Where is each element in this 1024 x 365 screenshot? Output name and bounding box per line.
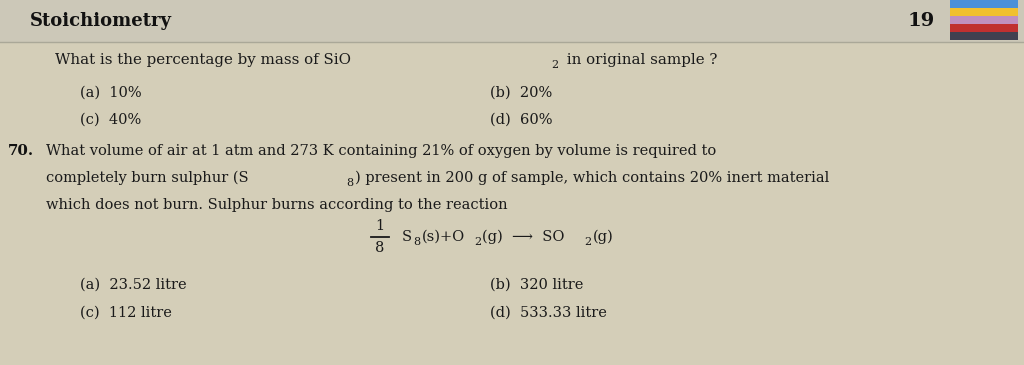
Text: which does not burn. Sulphur burns according to the reaction: which does not burn. Sulphur burns accor… [46, 198, 508, 212]
FancyBboxPatch shape [950, 32, 1018, 40]
Text: What volume of air at 1 atm and 273 K containing 21% of oxygen by volume is requ: What volume of air at 1 atm and 273 K co… [46, 144, 716, 158]
Text: (a)  10%: (a) 10% [80, 86, 141, 100]
Text: 19: 19 [908, 12, 935, 30]
Text: 2: 2 [474, 237, 481, 247]
Text: (c)  40%: (c) 40% [80, 113, 141, 127]
Text: (d)  533.33 litre: (d) 533.33 litre [490, 306, 607, 320]
FancyBboxPatch shape [950, 8, 1018, 16]
Text: in original sample ?: in original sample ? [562, 53, 718, 67]
Text: (b)  20%: (b) 20% [490, 86, 552, 100]
Text: 8: 8 [346, 178, 353, 188]
Text: (g)  ⟶  SO: (g) ⟶ SO [482, 230, 564, 244]
Text: (a)  23.52 litre: (a) 23.52 litre [80, 278, 186, 292]
Text: ) present in 200 g of sample, which contains 20% inert material: ) present in 200 g of sample, which cont… [355, 171, 829, 185]
Text: 8: 8 [376, 241, 385, 255]
Text: (s)+O: (s)+O [422, 230, 465, 244]
FancyBboxPatch shape [0, 0, 1024, 42]
Text: (g): (g) [593, 230, 613, 244]
Text: 8: 8 [413, 237, 420, 247]
Text: What is the percentage by mass of SiO: What is the percentage by mass of SiO [55, 53, 351, 67]
Text: (d)  60%: (d) 60% [490, 113, 553, 127]
Text: 2: 2 [584, 237, 591, 247]
Text: 1: 1 [376, 219, 385, 233]
Text: (b)  320 litre: (b) 320 litre [490, 278, 584, 292]
Text: completely burn sulphur (S: completely burn sulphur (S [46, 171, 249, 185]
Text: S: S [402, 230, 412, 244]
Text: Stoichiometry: Stoichiometry [30, 12, 172, 30]
Text: 70.: 70. [8, 144, 34, 158]
FancyBboxPatch shape [950, 0, 1018, 8]
FancyBboxPatch shape [950, 16, 1018, 24]
Text: (c)  112 litre: (c) 112 litre [80, 306, 172, 320]
FancyBboxPatch shape [950, 24, 1018, 32]
Text: 2: 2 [551, 60, 558, 70]
